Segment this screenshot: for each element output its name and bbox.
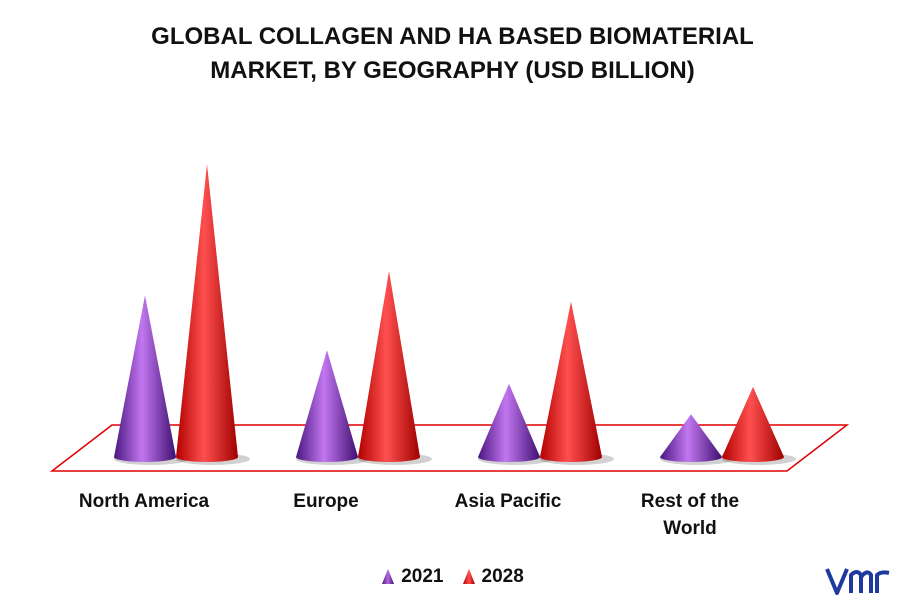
cone-2021-0 [114,295,176,462]
legend: 2021 2028 [0,566,905,588]
x-tick-label: Rest of the World [640,491,740,539]
x-tick-label: North America [78,491,210,512]
legend-swatch-2021 [382,569,395,584]
chart-title-line-1: GLOBAL COLLAGEN AND HA BASED BIOMATERIAL [151,23,754,50]
chart-floor [49,424,850,472]
x-tick-label: Asia Pacific [454,491,562,512]
chart-title-line-2: MARKET, BY GEOGRAPHY (USD BILLION) [210,57,695,84]
vmr-logo-mark [825,568,890,595]
x-tick-label: Europe [293,491,359,512]
cone-body [114,295,176,462]
legend-label-2021: 2021 [401,566,444,587]
legend-swatch-2028 [462,569,475,584]
legend-label-2028: 2028 [481,566,524,587]
chart-title: GLOBAL COLLAGEN AND HA BASED BIOMATERIAL… [0,20,905,88]
cone-body [358,270,420,462]
cone-body [540,301,602,462]
cone-2028-3 [722,386,784,462]
cone-2021-1 [296,350,358,462]
vmr-logo-icon [823,563,893,608]
legend-item-2028: 2028 [462,566,524,588]
cone-2028-2 [540,301,602,462]
cone-body [296,350,358,462]
cone-2021-2 [478,383,540,462]
cone-body [722,386,784,462]
cone-2021-3 [660,414,722,462]
cone-body [660,414,722,462]
cone-2028-0 [176,164,238,462]
cone-body [176,164,238,462]
legend-item-2021: 2021 [381,566,444,588]
cone-2028-1 [358,270,420,462]
cone-body [478,383,540,462]
